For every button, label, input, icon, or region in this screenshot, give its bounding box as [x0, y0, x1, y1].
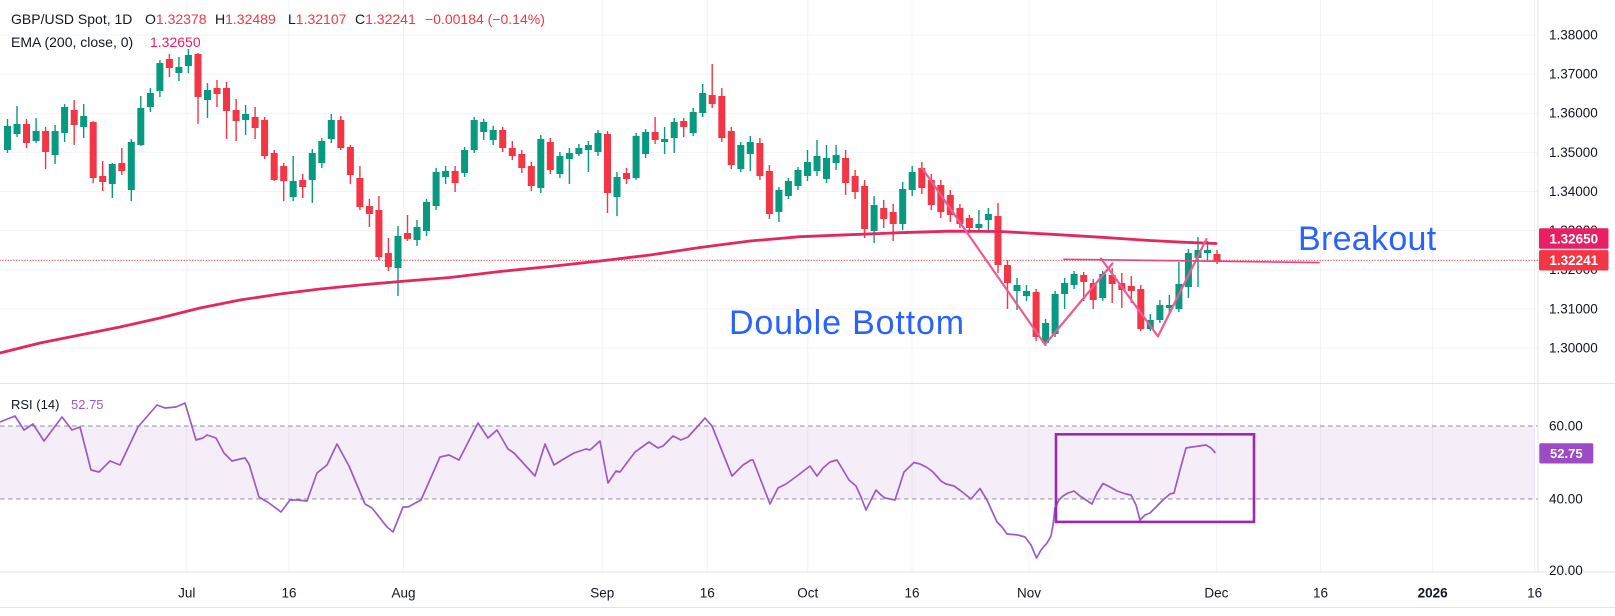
svg-text:Double Bottom: Double Bottom — [729, 304, 965, 342]
svg-text:16: 16 — [1527, 586, 1542, 601]
svg-text:Breakout: Breakout — [1298, 220, 1437, 258]
svg-text:Jul: Jul — [178, 586, 195, 601]
svg-text:Aug: Aug — [391, 586, 415, 601]
svg-text:1.31000: 1.31000 — [1549, 301, 1598, 316]
svg-text:16: 16 — [904, 586, 919, 601]
svg-text:Sep: Sep — [590, 586, 614, 601]
svg-text:RSI (14): RSI (14) — [11, 397, 59, 412]
svg-text:EMA (200, close, 0)1.32650: EMA (200, close, 0) 1.32650 — [11, 34, 201, 50]
svg-text:52.75: 52.75 — [1550, 446, 1583, 461]
svg-text:60.00: 60.00 — [1549, 419, 1583, 434]
svg-text:40.00: 40.00 — [1549, 492, 1583, 507]
svg-text:Dec: Dec — [1204, 586, 1228, 601]
svg-text:2026: 2026 — [1418, 586, 1449, 601]
svg-text:Nov: Nov — [1017, 586, 1041, 601]
svg-text:1.36000: 1.36000 — [1549, 106, 1598, 121]
svg-text:1.38000: 1.38000 — [1549, 28, 1598, 43]
svg-text:16: 16 — [1313, 586, 1328, 601]
svg-text:1.35000: 1.35000 — [1549, 145, 1598, 160]
svg-text:Oct: Oct — [797, 586, 818, 601]
svg-text:1.30000: 1.30000 — [1549, 341, 1598, 356]
svg-text:16: 16 — [281, 586, 296, 601]
svg-text:1.37000: 1.37000 — [1549, 67, 1598, 82]
svg-text:1.32241: 1.32241 — [1549, 253, 1598, 268]
svg-text:1.32650: 1.32650 — [1549, 231, 1598, 246]
svg-text:20.00: 20.00 — [1549, 563, 1583, 578]
svg-text:16: 16 — [700, 586, 715, 601]
svg-text:1.34000: 1.34000 — [1549, 184, 1598, 199]
svg-text:52.75: 52.75 — [71, 397, 104, 412]
